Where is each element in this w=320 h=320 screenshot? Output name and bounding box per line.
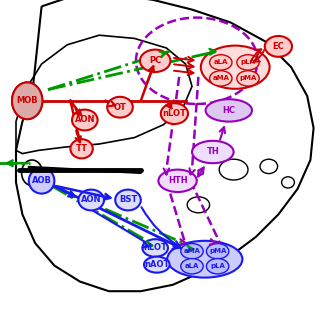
Ellipse shape — [219, 159, 248, 180]
Ellipse shape — [181, 244, 203, 259]
Ellipse shape — [142, 239, 168, 257]
Ellipse shape — [210, 55, 232, 70]
Ellipse shape — [282, 177, 294, 188]
Ellipse shape — [265, 36, 292, 57]
Ellipse shape — [107, 97, 133, 118]
Ellipse shape — [187, 197, 210, 213]
Ellipse shape — [210, 71, 232, 86]
Ellipse shape — [72, 109, 98, 131]
Ellipse shape — [144, 257, 170, 273]
Text: HTH: HTH — [168, 176, 188, 185]
Text: PC: PC — [149, 56, 161, 65]
Text: HC: HC — [222, 106, 235, 115]
Ellipse shape — [70, 139, 93, 158]
Text: pMA: pMA — [209, 248, 226, 254]
Ellipse shape — [12, 82, 43, 119]
Text: aLA: aLA — [185, 263, 199, 269]
Ellipse shape — [140, 50, 170, 72]
Ellipse shape — [22, 160, 42, 186]
Text: aMA: aMA — [212, 76, 229, 81]
Text: TT: TT — [76, 144, 88, 153]
Ellipse shape — [181, 259, 203, 274]
Ellipse shape — [167, 241, 243, 278]
Ellipse shape — [206, 259, 229, 274]
Ellipse shape — [201, 45, 269, 89]
Ellipse shape — [260, 159, 278, 173]
Ellipse shape — [206, 244, 229, 259]
Ellipse shape — [237, 71, 259, 86]
Text: nLOT: nLOT — [163, 109, 186, 118]
Text: aMA: aMA — [184, 248, 200, 254]
Text: pLA: pLA — [210, 263, 225, 269]
Text: pLA: pLA — [241, 60, 255, 65]
Text: AOB: AOB — [32, 176, 52, 185]
Ellipse shape — [192, 141, 234, 163]
Ellipse shape — [29, 168, 54, 194]
Text: AON: AON — [75, 116, 95, 124]
Ellipse shape — [237, 55, 259, 70]
Text: aLA: aLA — [214, 60, 228, 65]
Text: AON: AON — [81, 196, 101, 204]
Ellipse shape — [115, 189, 141, 211]
Text: pMA: pMA — [239, 76, 257, 81]
Ellipse shape — [161, 103, 188, 124]
Ellipse shape — [206, 99, 252, 122]
Text: OT: OT — [114, 103, 126, 112]
Text: BST: BST — [119, 196, 137, 204]
Ellipse shape — [12, 82, 43, 119]
Text: TH: TH — [206, 148, 219, 156]
Ellipse shape — [78, 189, 104, 211]
Text: MOB: MOB — [16, 96, 38, 105]
Text: nAOT: nAOT — [144, 260, 170, 269]
Text: nLOT: nLOT — [143, 244, 167, 252]
Text: EC: EC — [273, 42, 284, 51]
Ellipse shape — [158, 170, 197, 192]
